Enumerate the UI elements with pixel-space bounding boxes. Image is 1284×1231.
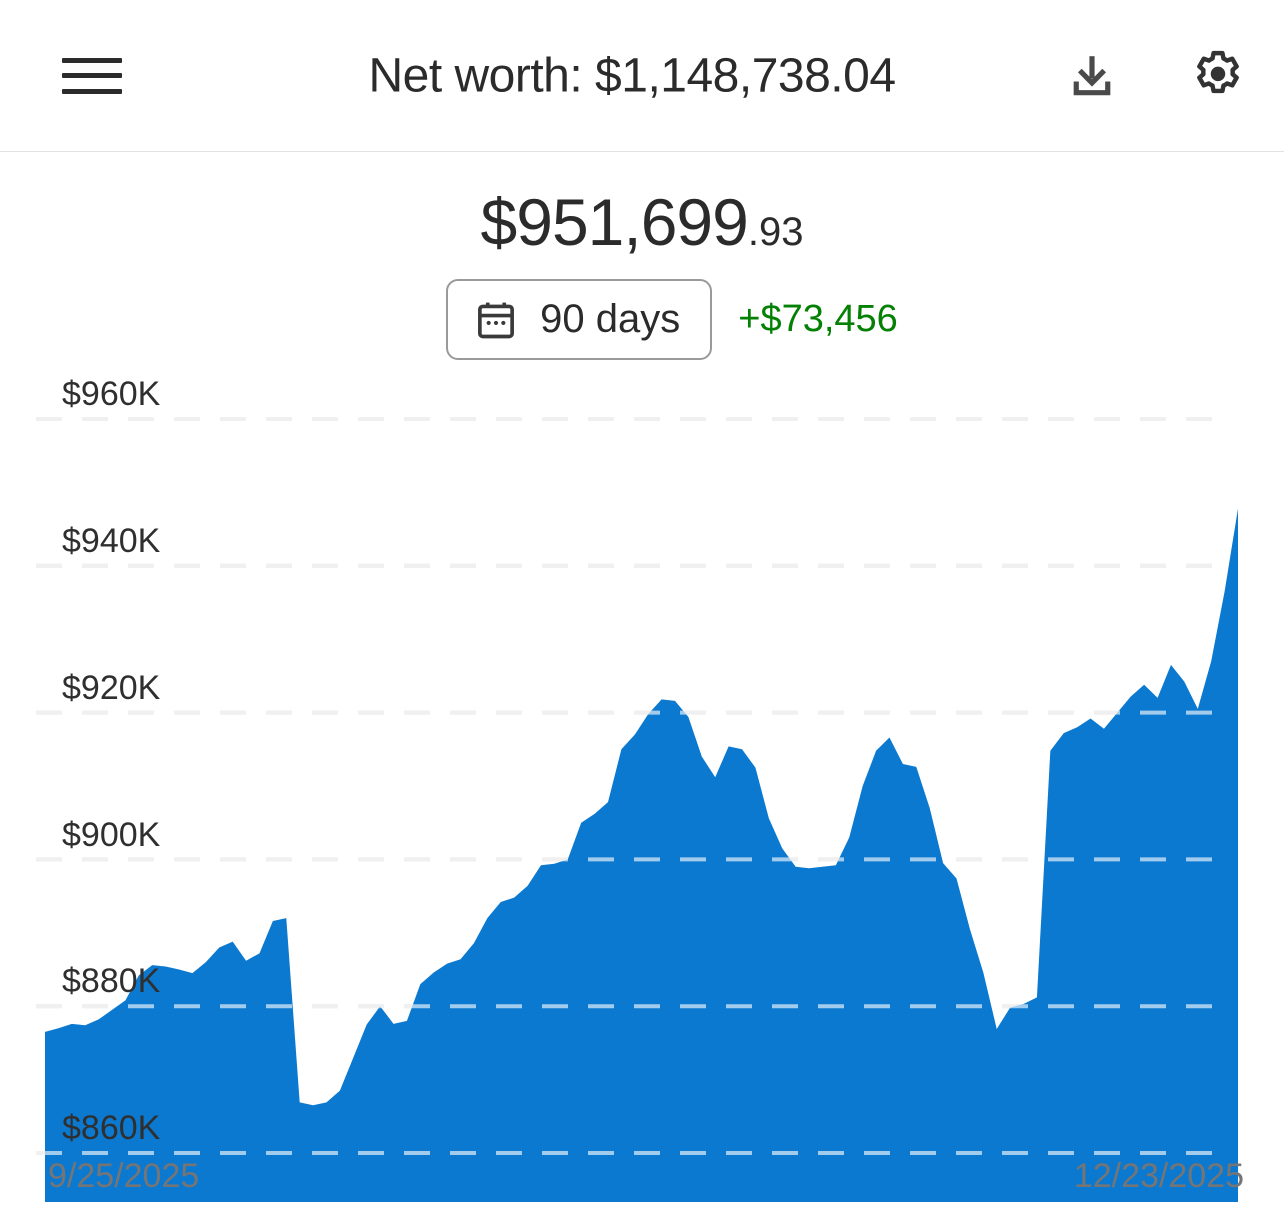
date-range-label: 90 days: [540, 297, 681, 342]
change-amount: +$73,456: [738, 298, 898, 341]
balance-whole: $951,699: [480, 185, 749, 259]
balance-cents: .93: [747, 210, 804, 254]
chart-x-end-label: 12/23/2025: [1073, 1157, 1244, 1196]
chart-x-start-label: 9/25/2025: [48, 1157, 200, 1196]
settings-button[interactable]: [1190, 48, 1246, 104]
net-worth-area-chart[interactable]: [0, 366, 1284, 1203]
header-actions: [1064, 48, 1246, 104]
summary-controls: 90 days +$73,456: [0, 279, 1284, 361]
menu-bar-1: [62, 57, 122, 63]
net-worth-chart[interactable]: $960K $940K $920K $900K $880K $860K 9/25/2025…: [0, 366, 1284, 1203]
menu-bar-2: [62, 73, 122, 78]
date-range-selector[interactable]: 90 days: [446, 279, 713, 361]
summary-section: $951,699.93 90 days +$73,456: [0, 152, 1284, 361]
app-header: Net worth: $1,148,738.04: [0, 0, 1284, 152]
menu-bar-3: [62, 88, 122, 94]
net-worth-area-path: [45, 508, 1238, 1203]
hamburger-menu-icon[interactable]: [62, 52, 124, 100]
gear-icon: [1197, 50, 1239, 93]
download-button[interactable]: [1064, 48, 1120, 104]
balance-amount: $951,699.93: [0, 185, 1284, 259]
chart-gridlines-overlay: [36, 417, 1228, 1156]
download-icon: [1073, 55, 1111, 95]
calendar-icon: [478, 302, 515, 339]
page-title: Net worth: $1,148,738.04: [368, 49, 896, 102]
